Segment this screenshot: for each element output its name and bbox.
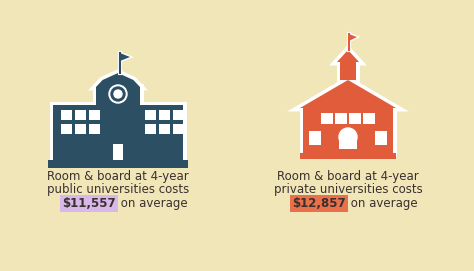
Bar [75, 124, 86, 134]
Polygon shape [53, 105, 183, 160]
Text: Room & board at 4-year: Room & board at 4-year [47, 170, 189, 183]
Polygon shape [96, 73, 140, 87]
Polygon shape [303, 108, 393, 153]
Text: on average: on average [347, 197, 418, 210]
Text: $12,857: $12,857 [292, 197, 346, 210]
Bar [375, 131, 387, 145]
Polygon shape [300, 80, 396, 108]
Circle shape [114, 90, 122, 98]
Bar [48, 160, 188, 168]
Circle shape [109, 85, 127, 103]
Bar [61, 110, 72, 120]
Bar [89, 110, 100, 120]
Bar [335, 113, 347, 124]
Bar [113, 144, 123, 160]
Polygon shape [96, 87, 140, 105]
Bar [89, 124, 100, 134]
Bar [159, 124, 170, 134]
Bar [75, 110, 86, 120]
Polygon shape [303, 108, 393, 153]
Bar [300, 153, 396, 159]
Polygon shape [349, 34, 357, 41]
Polygon shape [337, 50, 359, 62]
Polygon shape [53, 105, 183, 160]
Text: private universities costs: private universities costs [273, 183, 422, 196]
Bar [300, 153, 396, 159]
Bar [61, 124, 72, 134]
Bar [349, 113, 361, 124]
Polygon shape [120, 53, 130, 61]
Bar [145, 124, 156, 134]
Polygon shape [340, 62, 356, 80]
Polygon shape [96, 87, 140, 105]
Bar [321, 113, 333, 124]
Bar [173, 124, 184, 134]
Polygon shape [96, 73, 140, 87]
Circle shape [111, 87, 125, 101]
Polygon shape [337, 50, 359, 62]
Polygon shape [340, 62, 356, 80]
Bar [48, 160, 188, 168]
Bar [339, 137, 357, 149]
Text: Room & board at 4-year: Room & board at 4-year [277, 170, 419, 183]
Polygon shape [300, 80, 396, 108]
Bar [159, 110, 170, 120]
Bar [363, 113, 375, 124]
Bar [145, 110, 156, 120]
Text: $11,557: $11,557 [63, 197, 116, 210]
Text: on average: on average [117, 197, 188, 210]
Bar [173, 110, 184, 120]
Bar [309, 131, 321, 145]
Text: public universities costs: public universities costs [47, 183, 189, 196]
Polygon shape [120, 53, 130, 61]
Polygon shape [349, 34, 357, 41]
Circle shape [339, 128, 357, 146]
